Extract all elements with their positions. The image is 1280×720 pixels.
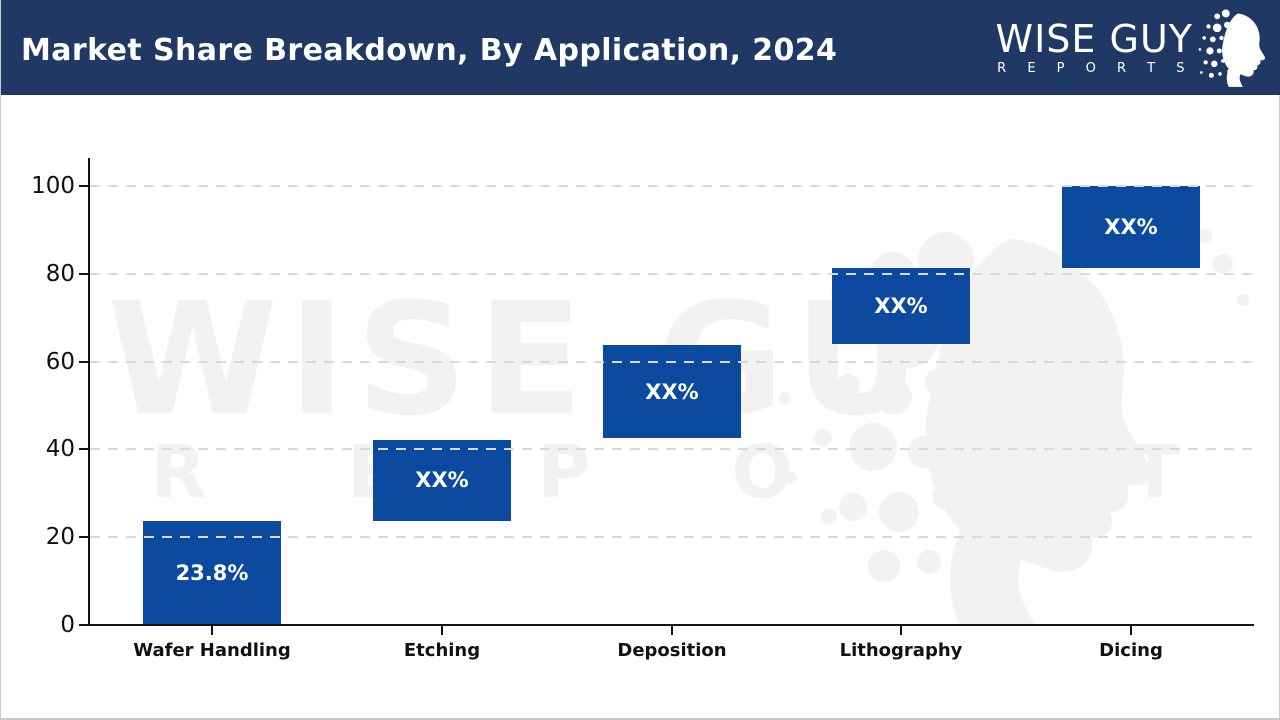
logo-text-block: WISE GUY R E P O R T S: [995, 17, 1193, 76]
x-tick-mark: [211, 626, 213, 635]
chart-title: Market Share Breakdown, By Application, …: [21, 33, 838, 68]
waterfall-bar-etching: [373, 439, 511, 521]
y-tick-label-80: 80: [45, 260, 75, 287]
y-tick-mark-40: [79, 448, 88, 451]
x-category-label: Wafer Handling: [133, 640, 291, 661]
x-category-label: Dicing: [1099, 640, 1163, 661]
x-category-label: Deposition: [617, 640, 727, 661]
logo-reports-text: R E P O R T S: [997, 60, 1193, 76]
y-tick-label-60: 60: [45, 348, 75, 375]
logo-wiseguy-text: WISE GUY: [995, 17, 1193, 62]
y-tick-mark-80: [79, 272, 88, 275]
gridline-60: [90, 360, 1254, 363]
gridline-20: [90, 536, 1254, 539]
bar-value-label: XX%: [1104, 215, 1158, 240]
y-tick-label-40: 40: [45, 436, 75, 463]
bar-value-label: 23.8%: [175, 560, 249, 585]
x-tick-mark: [1130, 626, 1132, 635]
y-tick-mark-20: [79, 536, 88, 539]
x-tick-mark: [441, 626, 443, 635]
waterfall-bar-deposition: [603, 344, 741, 439]
y-tick-label-20: 20: [45, 524, 75, 551]
gridline-40: [90, 448, 1254, 451]
gridline-80: [90, 272, 1254, 275]
bar-value-label: XX%: [874, 294, 928, 319]
x-tick-mark: [671, 626, 673, 635]
y-tick-mark-60: [79, 360, 88, 363]
logo-head-dots-icon: [1198, 9, 1266, 87]
waterfall-bar-dicing: [1062, 186, 1200, 269]
header-bar: Market Share Breakdown, By Application, …: [1, 0, 1280, 95]
y-tick-label-100: 100: [31, 173, 75, 199]
y-tick-label-0: 0: [60, 612, 75, 638]
y-axis-line: [88, 158, 90, 626]
wise-guy-reports-logo: WISE GUY R E P O R T S: [996, 6, 1269, 90]
bar-value-label: XX%: [415, 468, 469, 493]
y-tick-mark-100: [79, 185, 88, 187]
gridline-100: [90, 185, 1254, 187]
x-category-label: Etching: [403, 640, 481, 661]
x-category-label: Lithography: [839, 640, 963, 661]
y-tick-mark-0: [79, 624, 88, 626]
x-tick-mark: [900, 626, 902, 635]
x-axis-line: [87, 624, 1254, 626]
bar-value-label: XX%: [645, 379, 699, 404]
waterfall-bar-lithography: [832, 268, 970, 345]
chart-plot-area: 23.8% XX% XX% XX% XX% 0 20 40 60 80 100 Wafer Handl…: [1, 95, 1280, 720]
